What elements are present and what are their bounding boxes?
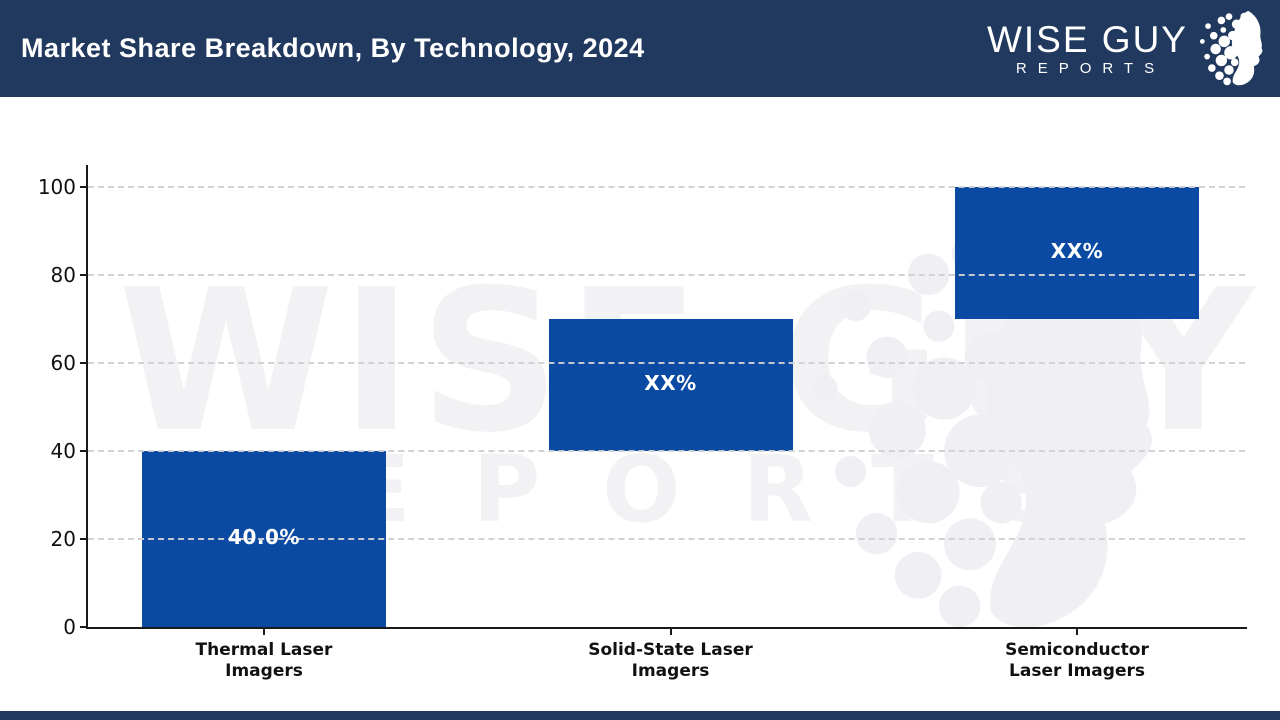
footer-bar xyxy=(0,711,1280,720)
gridline-80 xyxy=(88,274,1245,276)
x-tick-3 xyxy=(1076,627,1078,635)
bar-value-label-3: XX% xyxy=(1050,239,1104,263)
y-tick-label-100: 100 xyxy=(37,175,76,199)
bar-value-label-2: XX% xyxy=(644,371,697,395)
gridline-60 xyxy=(88,362,1245,364)
y-tick-60 xyxy=(80,362,88,364)
y-tick-label-80: 80 xyxy=(50,263,76,287)
header-bar: Market Share Breakdown, By Technology, 2… xyxy=(0,0,1280,97)
y-tick-40 xyxy=(80,450,88,452)
y-tick-label-0: 0 xyxy=(63,615,76,639)
gridline-20 xyxy=(88,538,1245,540)
x-tick-1 xyxy=(263,627,265,635)
chart-title: Market Share Breakdown, By Technology, 2… xyxy=(21,33,645,63)
bar-2 xyxy=(548,319,793,451)
bar-value-label-1: 40.0% xyxy=(228,525,300,549)
y-tick-80 xyxy=(80,274,88,276)
x-axis-line xyxy=(86,627,1247,629)
bar-3 xyxy=(955,187,1199,319)
y-axis-line xyxy=(86,165,88,629)
y-tick-label-60: 60 xyxy=(50,351,76,375)
y-tick-label-20: 20 xyxy=(50,527,76,551)
wise-guy-reports-logo: WISE GUY REPORTS xyxy=(987,6,1266,92)
x-category-label-1: Thermal Laser Imagers xyxy=(195,640,333,681)
logo-face-icon xyxy=(1199,10,1263,86)
gridline-100 xyxy=(88,186,1245,188)
y-tick-100 xyxy=(80,186,88,188)
logo-text: WISE GUY REPORTS xyxy=(987,20,1188,78)
y-tick-0 xyxy=(80,626,88,628)
y-tick-20 xyxy=(80,538,88,540)
logo-reports-label: REPORTS xyxy=(1015,60,1166,77)
x-category-label-3: Semiconductor Laser Imagers xyxy=(1005,640,1149,681)
logo-wise-guy-label: WISE GUY xyxy=(986,19,1188,60)
y-tick-label-40: 40 xyxy=(50,439,76,463)
x-category-label-2: Solid-State Laser Imagers xyxy=(588,640,753,681)
gridline-40 xyxy=(88,450,1245,452)
x-tick-2 xyxy=(669,627,672,635)
